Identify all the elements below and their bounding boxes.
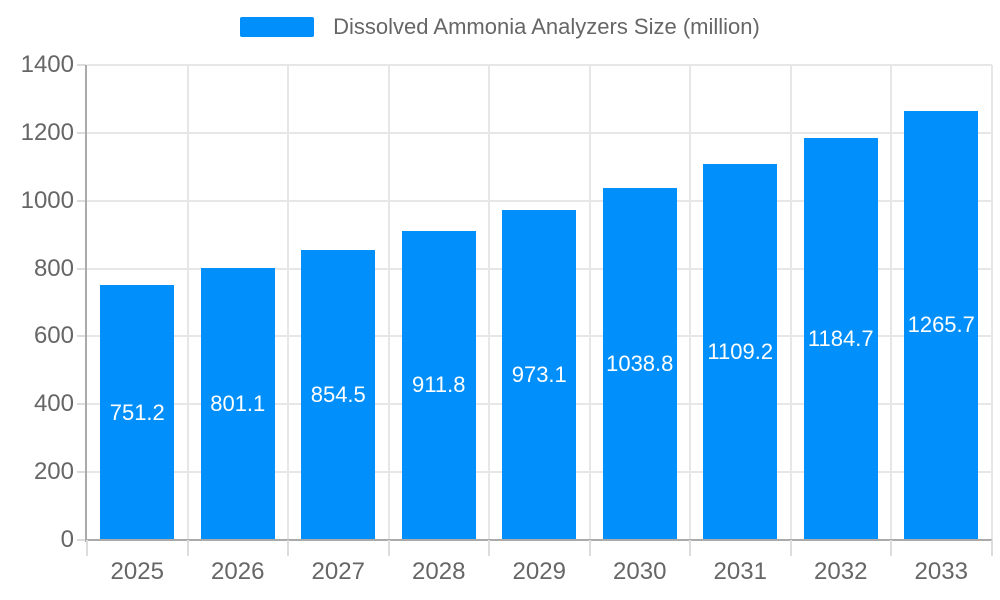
- x-axis-label: 2027: [311, 558, 365, 585]
- y-axis-line: [85, 65, 87, 542]
- bar-2031[interactable]: [703, 163, 778, 540]
- legend-label: Dissolved Ammonia Analyzers Size (millio…: [333, 14, 760, 39]
- bar-2028[interactable]: [401, 230, 476, 540]
- y-axis-tick: [77, 267, 86, 270]
- x-axis-tick: [287, 540, 289, 556]
- bar-2027[interactable]: [301, 250, 376, 540]
- gridline-vertical: [387, 65, 390, 540]
- bar-value-label: 911.8: [412, 372, 466, 398]
- y-axis-label: 1400: [20, 51, 74, 78]
- y-axis-tick: [77, 539, 86, 541]
- gridline-vertical: [890, 65, 892, 540]
- bar-value-label: 854.5: [310, 382, 366, 408]
- x-axis-label: 2025: [110, 558, 164, 585]
- y-axis-label: 400: [33, 390, 74, 418]
- x-axis-label: 2026: [211, 558, 265, 585]
- bar-2030[interactable]: [602, 187, 677, 540]
- y-axis-tick: [77, 471, 86, 474]
- x-axis-label: 2029: [512, 558, 566, 585]
- gridline-vertical: [186, 65, 189, 540]
- bar-value-label: 1038.8: [606, 350, 674, 376]
- gridline-horizontal: [87, 199, 992, 202]
- x-axis-label: 2030: [613, 558, 667, 585]
- bar-2033[interactable]: [904, 110, 979, 540]
- legend-item[interactable]: Dissolved Ammonia Analyzers Size (millio…: [0, 14, 1000, 40]
- x-axis-tick: [588, 540, 591, 556]
- x-axis-tick: [990, 540, 993, 556]
- bar-value-label: 751.2: [109, 399, 165, 425]
- bar-value-label: 1109.2: [707, 338, 774, 364]
- bar-value-label: 1265.7: [907, 312, 975, 338]
- x-axis-line: [85, 539, 992, 541]
- y-axis-label: 800: [33, 254, 74, 282]
- gridline-vertical: [588, 65, 591, 540]
- gridline-vertical: [488, 65, 490, 540]
- gridline-vertical: [287, 65, 289, 540]
- x-axis-label: 2032: [814, 558, 868, 585]
- x-axis-tick: [488, 540, 490, 556]
- x-axis-tick: [387, 540, 390, 556]
- x-axis-label: 2028: [412, 558, 466, 585]
- x-axis-tick: [789, 540, 792, 556]
- gridline-vertical: [789, 65, 792, 540]
- bar-value-label: 801.1: [210, 391, 266, 417]
- bar-2029[interactable]: [502, 209, 577, 540]
- bar-2026[interactable]: [200, 268, 275, 540]
- x-axis-tick: [86, 540, 88, 556]
- bar-value-label: 1184.7: [807, 326, 874, 352]
- y-axis-tick: [77, 64, 86, 66]
- bar-2032[interactable]: [803, 138, 878, 540]
- y-axis-tick: [77, 131, 86, 134]
- y-axis-label: 0: [60, 526, 74, 553]
- x-axis-label: 2033: [914, 558, 968, 585]
- legend-swatch: [240, 17, 315, 37]
- gridline-horizontal: [87, 64, 992, 66]
- gridline-vertical: [990, 65, 993, 540]
- bar-2025[interactable]: [100, 285, 175, 540]
- x-axis-tick: [890, 540, 892, 556]
- y-axis-label: 1000: [20, 186, 74, 214]
- x-axis-tick: [186, 540, 189, 556]
- y-axis-tick: [77, 335, 86, 338]
- y-axis-tick: [77, 403, 86, 406]
- x-axis-label: 2031: [713, 558, 767, 585]
- bar-value-label: 973.1: [511, 361, 567, 387]
- y-axis-label: 1200: [20, 118, 74, 146]
- x-axis-tick: [689, 540, 691, 556]
- y-axis-tick: [77, 199, 86, 202]
- gridline-vertical: [689, 65, 691, 540]
- y-axis-label: 200: [33, 458, 74, 486]
- gridline-horizontal: [87, 131, 992, 134]
- y-axis-label: 600: [33, 322, 74, 350]
